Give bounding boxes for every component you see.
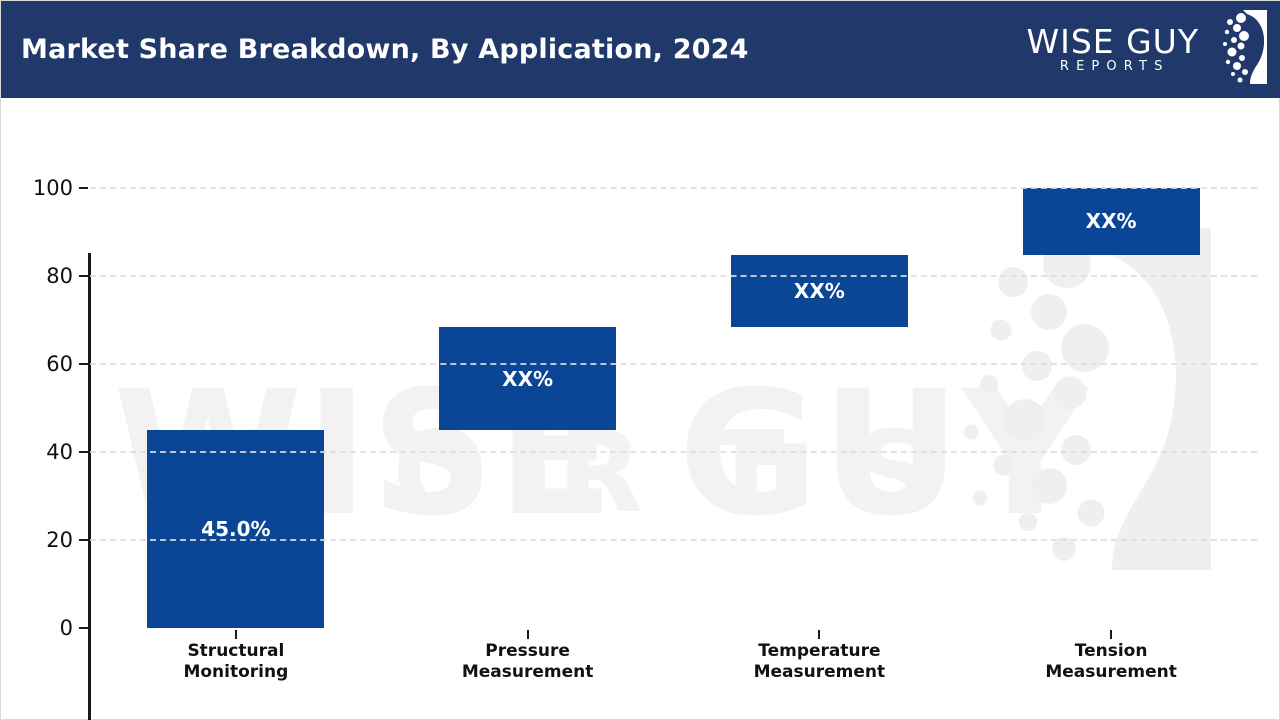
bar-value-label: XX% [502, 366, 554, 391]
y-tick-label: 60 [46, 352, 73, 376]
logo-wordmark-sub: REPORTS [1059, 59, 1170, 74]
bar-value-label: XX% [1085, 209, 1137, 234]
x-tick-mark [818, 630, 821, 639]
bar-value-label: 45.0% [201, 517, 271, 541]
bar-1: 45.0% [147, 430, 325, 628]
grid-line [90, 539, 1257, 541]
y-tick-label: 40 [46, 440, 73, 464]
y-tick-mark [79, 451, 88, 453]
bar-2: XX% [439, 327, 617, 430]
y-tick-label: 20 [46, 528, 73, 552]
y-tick-mark [79, 539, 88, 541]
x-category-label: Temperature Measurement [753, 641, 886, 682]
grid-line [90, 451, 1257, 453]
y-tick-label: 100 [32, 176, 73, 200]
bar-value-label: XX% [793, 278, 845, 303]
logo-wordmark: WISE GUY REPORTS [1026, 25, 1199, 75]
y-axis-line [88, 253, 91, 720]
x-tick-mark [526, 630, 529, 639]
grid-line [90, 363, 1257, 365]
y-tick-label: 80 [46, 264, 73, 288]
logo-wordmark-main: WISE GUY [1026, 22, 1199, 61]
header: Market Share Breakdown, By Application, … [1, 1, 1280, 98]
y-tick-mark [79, 275, 88, 277]
plot-area: 45.0% XX% XX% XX% [90, 156, 1257, 628]
y-tick-mark [79, 363, 88, 365]
grid-line [90, 187, 1257, 189]
x-tick-mark [1110, 630, 1113, 639]
x-category-label: Pressure Measurement [461, 641, 594, 682]
bar-3: XX% [730, 254, 908, 328]
bar-4: XX% [1022, 188, 1200, 255]
logo-face-icon [1223, 10, 1267, 84]
y-tick-mark [79, 187, 88, 189]
page-title: Market Share Breakdown, By Application, … [21, 34, 749, 65]
grid-line [90, 275, 1257, 277]
y-tick-mark [79, 627, 88, 629]
x-tick-mark [234, 630, 237, 639]
x-category-label: Structural Monitoring [183, 641, 289, 682]
x-category-label: Tension Measurement [1045, 641, 1177, 682]
y-tick-label: 0 [59, 616, 73, 640]
brand-logo: WISE GUY REPORTS [1017, 9, 1267, 91]
chart-area: 45.0% XX% XX% XX% 0 20 40 60 80 100 Structural Mon… [1, 98, 1280, 720]
